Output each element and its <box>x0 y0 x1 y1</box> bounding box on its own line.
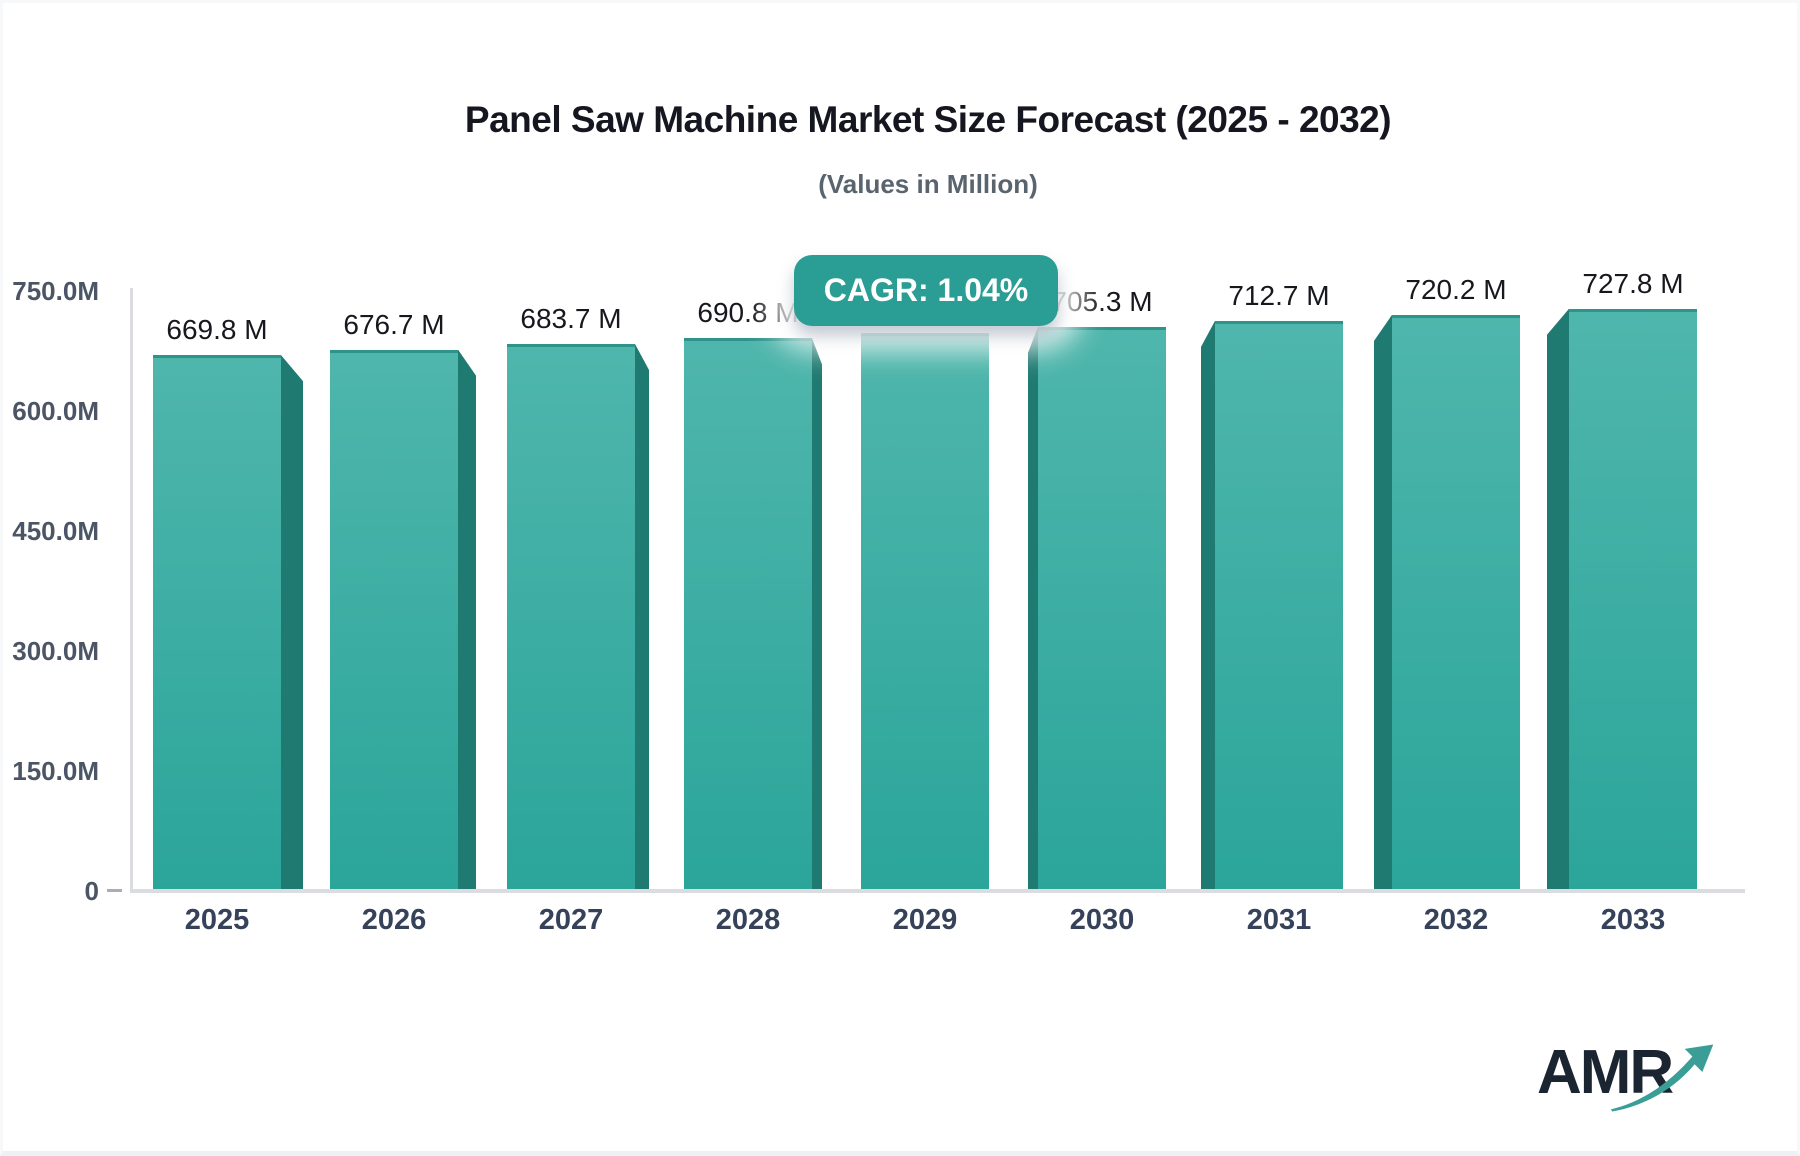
bar-value-label: 712.7 M <box>1228 279 1330 311</box>
bar-side-face <box>812 338 822 889</box>
chart-title: Panel Saw Machine Market Size Forecast (… <box>464 99 1392 140</box>
bar-2031 <box>1215 320 1343 889</box>
bar-value-label: 683.7 M <box>520 303 622 335</box>
bar-2028 <box>684 338 812 889</box>
y-tick-label: 600.0M <box>12 396 99 426</box>
bar-2026 <box>330 349 458 889</box>
bar-2033 <box>1569 308 1697 889</box>
x-tick-label-2028: 2028 <box>715 904 781 936</box>
cagr-badge-label: CAGR: 1.04% <box>823 272 1029 308</box>
growth-arrow-icon <box>1611 1044 1714 1112</box>
x-tick-label-2032: 2032 <box>1423 904 1489 936</box>
chart-subtitle: (Values in Million) <box>818 169 1038 199</box>
x-tick-label-2025: 2025 <box>184 904 250 936</box>
y-tick-mark <box>107 889 122 892</box>
bar-2027 <box>507 344 635 889</box>
bar-side-face <box>1028 326 1038 889</box>
bar-2032 <box>1392 314 1520 889</box>
bar-value-label: 720.2 M <box>1405 273 1507 305</box>
x-tick-label-2033: 2033 <box>1600 904 1666 936</box>
bar-side-face <box>281 355 303 889</box>
bar-2029 <box>861 332 989 889</box>
bar-value-label: 669.8 M <box>166 314 268 346</box>
amr-logo: AMR <box>1523 1035 1723 1125</box>
y-axis-line <box>130 288 133 889</box>
x-tick-label-2027: 2027 <box>538 904 604 936</box>
x-axis-line <box>130 889 1745 893</box>
bar-side-face <box>1201 320 1215 889</box>
y-tick-label: 300.0M <box>12 636 99 666</box>
x-tick-label-2026: 2026 <box>361 904 427 936</box>
bar-value-label: 676.7 M <box>343 308 445 340</box>
x-tick-label-2030: 2030 <box>1069 904 1135 936</box>
bar-value-label: 690.8 M <box>697 297 799 329</box>
cagr-badge: CAGR: 1.04% <box>794 255 1058 326</box>
bar-2025 <box>153 355 281 889</box>
bar-side-face <box>1547 308 1569 889</box>
y-tick-label: 450.0M <box>12 516 99 546</box>
y-tick-label: 0 <box>84 876 99 906</box>
y-tick-label: 150.0M <box>12 756 99 786</box>
plot-area: 0 150.0M 300.0M 450.0M 600.0M 750.0M 669.8 M 20… <box>3 3 1797 1151</box>
bar-value-label: 727.8 M <box>1582 267 1684 299</box>
bar-side-face <box>635 344 649 889</box>
y-tick-label: 750.0M <box>12 276 99 306</box>
bar-2030 <box>1038 326 1166 889</box>
x-tick-label-2029: 2029 <box>892 904 958 936</box>
bar-side-face <box>458 349 476 889</box>
x-tick-label-2031: 2031 <box>1246 904 1312 936</box>
bar-value-label: 705.3 M <box>1051 285 1153 317</box>
bar-side-face <box>1374 314 1392 889</box>
